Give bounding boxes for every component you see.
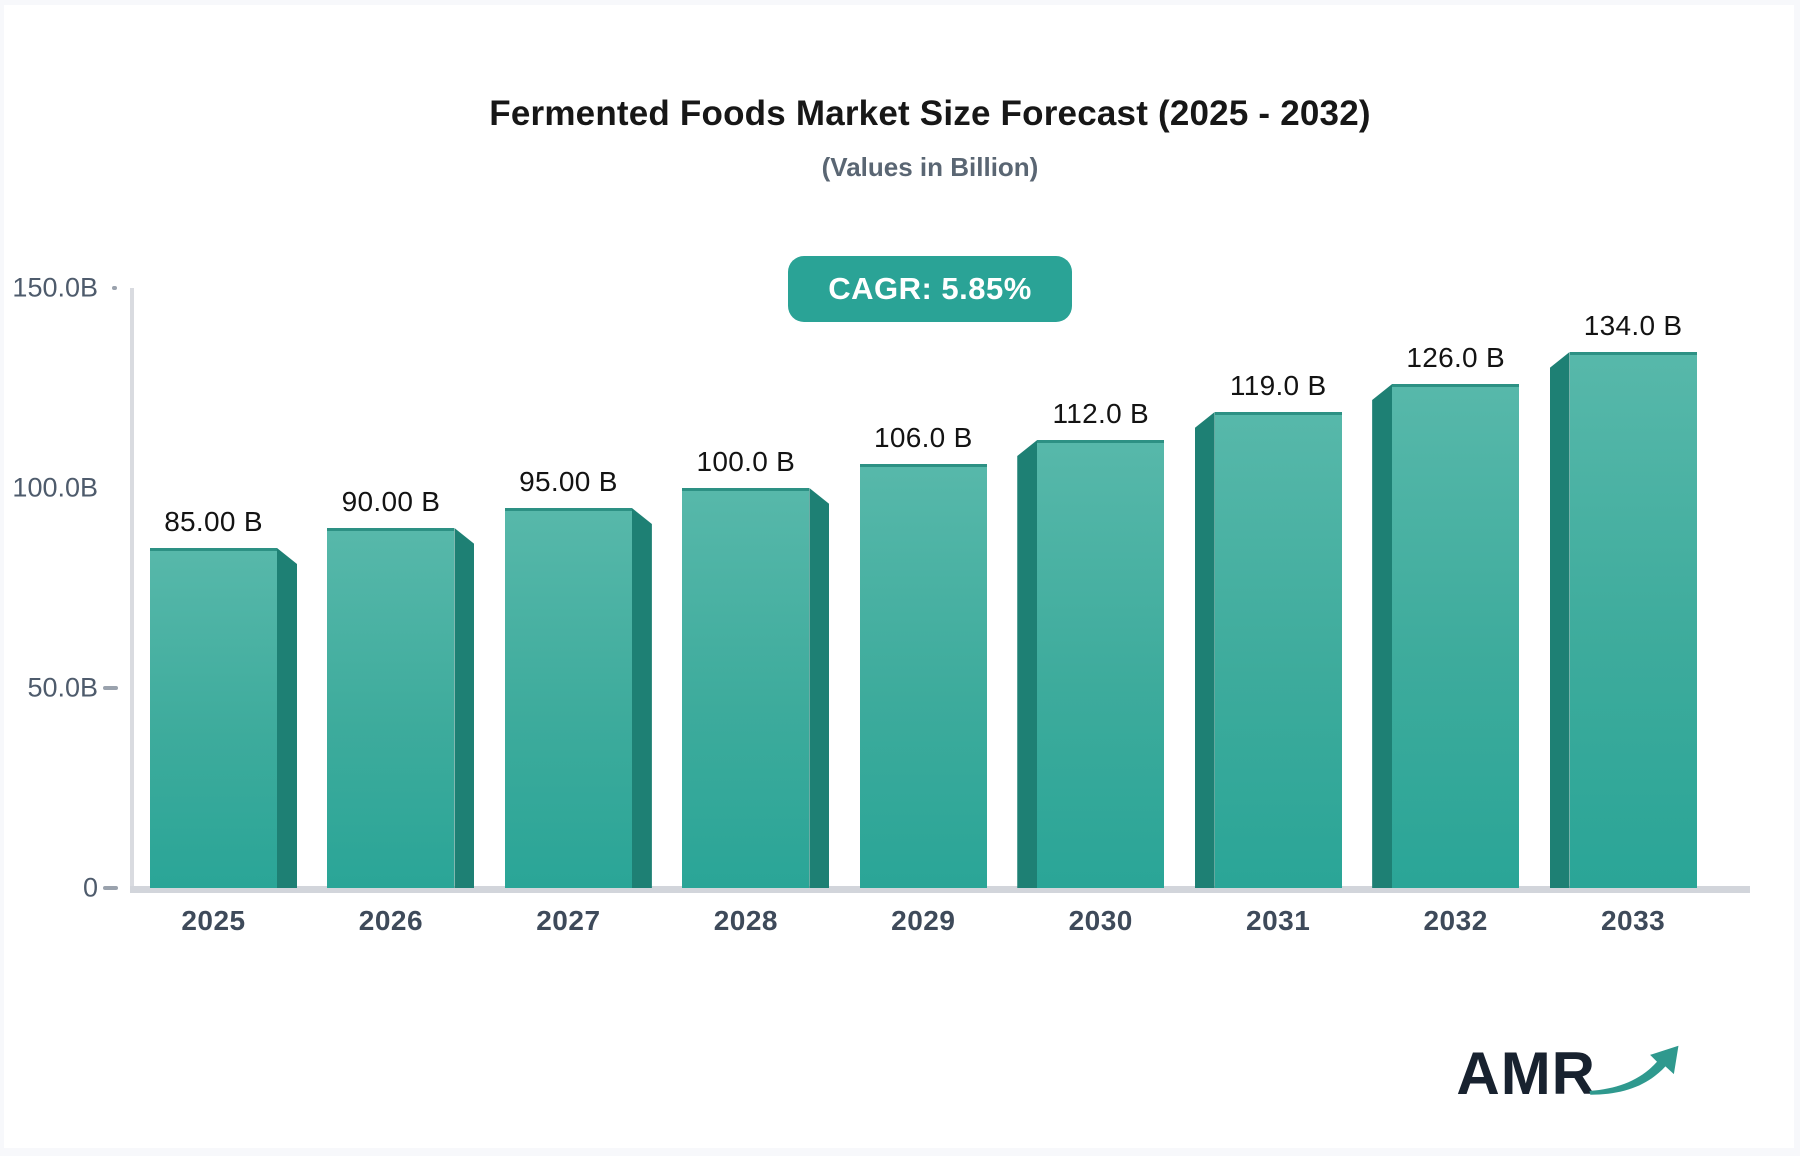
bar-value-label: 134.0 B xyxy=(1583,310,1683,341)
x-axis-label: 2029 xyxy=(891,905,956,936)
bar-value-label: 106.0 B xyxy=(873,422,973,453)
bar-2030 xyxy=(1037,440,1165,888)
bar-value-label: 95.00 B xyxy=(519,466,618,497)
x-axis-label: 2025 xyxy=(181,905,246,936)
cagr-badge-wrap: CAGR: 5.85% xyxy=(130,256,1730,322)
y-axis-tick-label: 150.0B xyxy=(12,272,98,303)
amr-logo: AMR xyxy=(1456,1044,1680,1104)
x-axis-label: 2027 xyxy=(536,905,601,936)
bar-3d-side-2031 xyxy=(1194,412,1215,888)
bar-2029 xyxy=(859,464,987,888)
bar-value-label: 126.0 B xyxy=(1406,342,1505,373)
x-axis-label: 2032 xyxy=(1423,905,1488,936)
bar-value-label: 112.0 B xyxy=(1052,398,1150,429)
x-axis-label: 2028 xyxy=(713,905,778,936)
chart-subtitle: (Values in Billion) xyxy=(821,152,1039,182)
y-axis-tick-label: 50.0B xyxy=(27,672,98,703)
bar-2031 xyxy=(1214,412,1342,888)
bar-value-label: 100.0 B xyxy=(696,446,796,477)
bar-3d-side-2030 xyxy=(1017,440,1038,888)
bar-3d-side-2028 xyxy=(809,488,830,888)
bar-3d-side-2025 xyxy=(277,548,297,888)
x-axis-label: 2031 xyxy=(1246,905,1311,936)
x-axis-label: 2030 xyxy=(1068,905,1133,936)
bar-2028 xyxy=(682,488,810,888)
bar-2026 xyxy=(327,528,455,888)
x-axis-label: 2033 xyxy=(1600,905,1666,936)
x-axis-label: 2026 xyxy=(358,905,424,936)
bar-3d-side-2027 xyxy=(631,508,652,888)
y-axis-tick-mark xyxy=(103,686,118,690)
bar-value-label: 90.00 B xyxy=(341,486,441,517)
cagr-badge: CAGR: 5.85% xyxy=(788,256,1072,322)
y-axis-tick-label: 0 xyxy=(82,872,98,903)
x-axis-baseline xyxy=(130,886,1750,893)
chart-title: Fermented Foods Market Size Forecast (20… xyxy=(489,94,1371,133)
bar-3d-side-2032 xyxy=(1372,384,1393,888)
chart-header: Fermented Foods Market Size Forecast (20… xyxy=(130,0,1730,183)
bar-3d-side-2033 xyxy=(1549,352,1570,888)
trending-up-arrow-icon xyxy=(1589,1045,1679,1095)
bar-2025 xyxy=(150,548,277,888)
bar-value-label: 85.00 B xyxy=(164,506,263,537)
y-axis-line xyxy=(130,288,134,888)
bar-2032 xyxy=(1392,384,1520,888)
bar-value-label: 119.0 B xyxy=(1229,370,1327,401)
amr-logo-text: AMR xyxy=(1456,1040,1596,1107)
bar-2033 xyxy=(1569,352,1697,888)
bar-3d-side-2026 xyxy=(454,528,475,888)
y-axis-tick-mark xyxy=(103,886,118,890)
y-axis-tick-label: 100.0B xyxy=(12,472,98,503)
y-axis-tick-mark xyxy=(112,286,117,290)
bar-2027 xyxy=(504,508,632,888)
